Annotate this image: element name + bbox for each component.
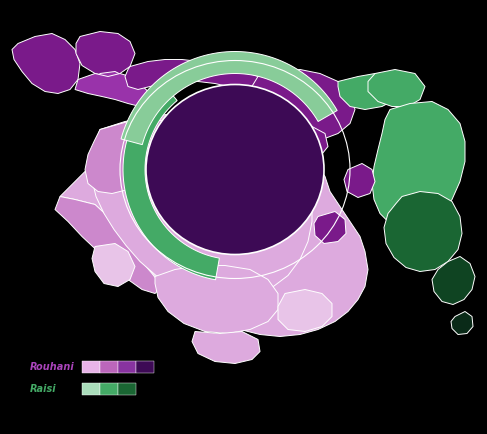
Bar xyxy=(82,361,100,373)
Polygon shape xyxy=(55,197,162,294)
Polygon shape xyxy=(344,164,375,198)
Polygon shape xyxy=(314,212,346,244)
Polygon shape xyxy=(278,290,332,332)
Polygon shape xyxy=(123,85,219,280)
Polygon shape xyxy=(250,70,355,142)
Polygon shape xyxy=(368,70,425,107)
Polygon shape xyxy=(75,74,150,107)
Polygon shape xyxy=(76,33,135,77)
Bar xyxy=(118,361,136,373)
Ellipse shape xyxy=(146,85,324,255)
Polygon shape xyxy=(85,120,175,194)
Polygon shape xyxy=(92,112,312,300)
Polygon shape xyxy=(121,53,337,145)
Polygon shape xyxy=(372,102,465,230)
Text: Raisi: Raisi xyxy=(30,384,56,394)
Polygon shape xyxy=(12,34,80,94)
Bar xyxy=(100,361,118,373)
Text: Rouhani: Rouhani xyxy=(30,362,75,372)
Polygon shape xyxy=(451,312,473,335)
Polygon shape xyxy=(155,266,278,334)
Bar xyxy=(82,383,100,395)
Polygon shape xyxy=(125,60,260,90)
Polygon shape xyxy=(92,244,135,287)
Polygon shape xyxy=(338,74,398,110)
Polygon shape xyxy=(96,72,128,94)
Polygon shape xyxy=(60,110,368,337)
Bar xyxy=(118,383,136,395)
Bar xyxy=(136,361,154,373)
Polygon shape xyxy=(432,257,475,305)
Polygon shape xyxy=(384,192,462,272)
Polygon shape xyxy=(290,127,328,160)
Polygon shape xyxy=(192,332,260,364)
Bar xyxy=(100,383,118,395)
